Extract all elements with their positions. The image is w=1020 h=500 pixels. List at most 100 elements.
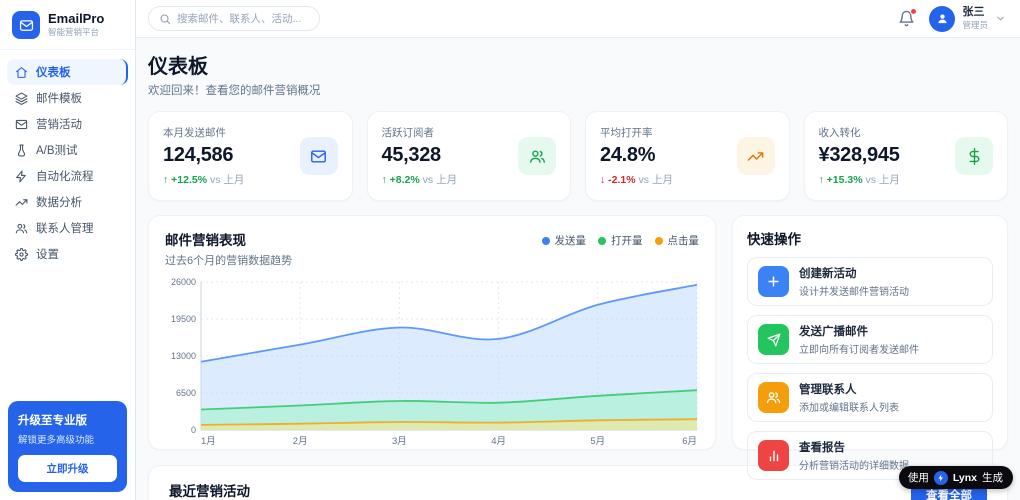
stat-label: 平均打开率 xyxy=(600,127,653,139)
sidebar-item-label: A/B测试 xyxy=(36,145,78,157)
watermark-brand: Lynx xyxy=(952,471,977,484)
stat-card-open-rate: 平均打开率 24.8% ↓ -2.1% vs 上月 xyxy=(585,111,790,201)
stat-label: 本月发送邮件 xyxy=(163,127,226,139)
sidebar: EmailPro 智能营销平台 仪表板 邮件模板 营销活动 A/B测试 自动化流… xyxy=(0,0,136,500)
sidebar-item-label: 自动化流程 xyxy=(36,171,94,183)
legend-dot-sent xyxy=(541,236,550,245)
svg-text:26000: 26000 xyxy=(171,277,196,287)
sidebar-item-campaigns[interactable]: 营销活动 xyxy=(7,111,128,137)
chart-subtitle: 过去6个月的营销数据趋势 xyxy=(165,255,293,267)
svg-text:1月: 1月 xyxy=(201,436,216,447)
zap-icon xyxy=(15,170,28,183)
users-icon xyxy=(758,382,789,413)
sidebar-nav: 仪表板 邮件模板 营销活动 A/B测试 自动化流程 数据分析 联系人管理 设置 xyxy=(0,50,135,393)
brand-tagline: 智能营销平台 xyxy=(48,27,100,38)
stat-change: ↑ +12.5% xyxy=(163,174,208,186)
stat-card-active-subscribers: 活跃订阅者 45,328 ↑ +8.2% vs 上月 xyxy=(366,111,571,201)
search-box[interactable] xyxy=(148,6,320,31)
quick-action-title: 管理联系人 xyxy=(799,384,857,396)
stat-card-emails-sent: 本月发送邮件 124,586 ↑ +12.5% vs 上月 xyxy=(148,111,353,201)
quick-action-create-campaign[interactable]: 创建新活动 设计并发送邮件营销活动 xyxy=(747,257,993,306)
mail-icon xyxy=(15,118,28,131)
stat-vs-label: vs 上月 xyxy=(638,174,673,186)
stat-value: ¥328,945 xyxy=(818,144,900,166)
quick-action-manage-contacts[interactable]: 管理联系人 添加或编辑联系人列表 xyxy=(747,373,993,422)
svg-text:19500: 19500 xyxy=(171,314,196,324)
mail-logo-icon xyxy=(12,11,40,39)
stat-card-revenue: 收入转化 ¥328,945 ↑ +15.3% vs 上月 xyxy=(803,111,1008,201)
quick-actions-title: 快速操作 xyxy=(747,232,801,247)
dashboard-content: 仪表板 欢迎回来！查看您的邮件营销概况 本月发送邮件 124,586 ↑ +12… xyxy=(136,38,1020,500)
notifications-button[interactable] xyxy=(898,7,918,28)
bell-icon xyxy=(899,10,915,26)
send-icon xyxy=(758,324,789,355)
sidebar-item-label: 数据分析 xyxy=(36,197,82,209)
test-tube-icon xyxy=(15,144,28,157)
svg-text:13000: 13000 xyxy=(171,351,196,361)
user-menu[interactable]: 张三 管理员 xyxy=(929,5,1006,32)
quick-action-view-reports[interactable]: 查看报告 分析营销活动的详细数据 xyxy=(747,431,993,480)
person-icon xyxy=(938,14,947,24)
svg-text:3月: 3月 xyxy=(392,436,407,447)
search-icon xyxy=(159,13,171,25)
gear-icon xyxy=(15,247,28,261)
quick-action-send-broadcast[interactable]: 发送广播邮件 立即向所有订阅者发送邮件 xyxy=(747,315,993,364)
legend-dot-opened xyxy=(598,236,606,245)
stat-vs-label: vs 上月 xyxy=(210,174,245,186)
sidebar-item-ab-testing[interactable]: A/B测试 xyxy=(7,137,128,163)
sidebar-item-dashboard[interactable]: 仪表板 xyxy=(7,59,128,85)
upgrade-title: 升级至专业版 xyxy=(18,415,87,427)
stat-label: 收入转化 xyxy=(818,127,861,139)
chart-legend: 发送量 打开量 点击量 xyxy=(541,233,700,248)
avatar xyxy=(929,5,956,32)
svg-text:0: 0 xyxy=(191,425,196,435)
mail-icon xyxy=(299,137,338,175)
legend-label: 打开量 xyxy=(611,235,643,247)
area-chart: 0 6500 13000 19500 26000 1月 2月 3月 4月 5月 6月 xyxy=(171,277,698,447)
sidebar-item-settings[interactable]: 设置 xyxy=(7,241,128,267)
sidebar-item-email-templates[interactable]: 邮件模板 xyxy=(7,85,128,111)
stats-row: 本月发送邮件 124,586 ↑ +12.5% vs 上月 活跃订阅者 45,3… xyxy=(148,111,1008,201)
stat-change: ↑ +15.3% xyxy=(818,174,863,186)
brand-logo: EmailPro 智能营销平台 xyxy=(0,0,135,50)
notification-badge xyxy=(910,7,918,15)
sidebar-item-contacts[interactable]: 联系人管理 xyxy=(7,215,128,241)
quick-action-subtitle: 立即向所有订阅者发送邮件 xyxy=(799,345,919,356)
plus-icon xyxy=(758,266,789,297)
upgrade-button[interactable]: 立即升级 xyxy=(18,455,117,482)
upgrade-subtitle: 解锁更多高级功能 xyxy=(18,435,95,446)
chevron-down-icon xyxy=(995,13,1006,24)
sidebar-item-automation[interactable]: 自动化流程 xyxy=(7,163,128,189)
quick-action-subtitle: 设计并发送邮件营销活动 xyxy=(799,287,909,298)
svg-text:6500: 6500 xyxy=(176,388,196,398)
recent-campaigns-title: 最近营销活动 xyxy=(169,484,250,499)
lynx-logo-icon xyxy=(933,470,948,485)
layers-icon xyxy=(15,92,28,105)
stat-vs-label: vs 上月 xyxy=(865,174,900,186)
dollar-icon xyxy=(955,137,993,175)
users-icon xyxy=(518,137,556,175)
watermark-suffix: 生成 xyxy=(982,472,1003,484)
search-input[interactable] xyxy=(177,12,309,25)
watermark-prefix: 使用 xyxy=(907,472,929,484)
legend-label: 点击量 xyxy=(667,235,700,247)
quick-action-subtitle: 添加或编辑联系人列表 xyxy=(799,403,899,414)
quick-action-title: 创建新活动 xyxy=(799,268,857,280)
user-role: 管理员 xyxy=(962,20,988,31)
legend-label: 发送量 xyxy=(554,235,587,247)
stat-value: 124,586 xyxy=(163,144,234,166)
svg-text:2月: 2月 xyxy=(293,436,308,447)
bar-chart-icon xyxy=(758,440,789,471)
svg-text:5月: 5月 xyxy=(590,436,605,447)
quick-action-subtitle: 分析营销活动的详细数据 xyxy=(799,461,909,472)
quick-action-title: 发送广播邮件 xyxy=(799,326,868,338)
trend-up-icon xyxy=(15,196,28,209)
performance-chart-card: 邮件营销表现 过去6个月的营销数据趋势 发送量 打开量 点击量 0 6500 130… xyxy=(148,215,716,450)
stat-vs-label: vs 上月 xyxy=(422,174,458,186)
stat-label: 活跃订阅者 xyxy=(381,127,435,139)
stat-change: ↓ -2.1% xyxy=(600,174,636,186)
lynx-watermark-badge: 使用 Lynx 生成 xyxy=(898,466,1013,489)
sidebar-item-analytics[interactable]: 数据分析 xyxy=(7,189,128,215)
page-subtitle: 欢迎回来！查看您的邮件营销概况 xyxy=(148,85,321,97)
chart-title: 邮件营销表现 xyxy=(165,233,246,248)
